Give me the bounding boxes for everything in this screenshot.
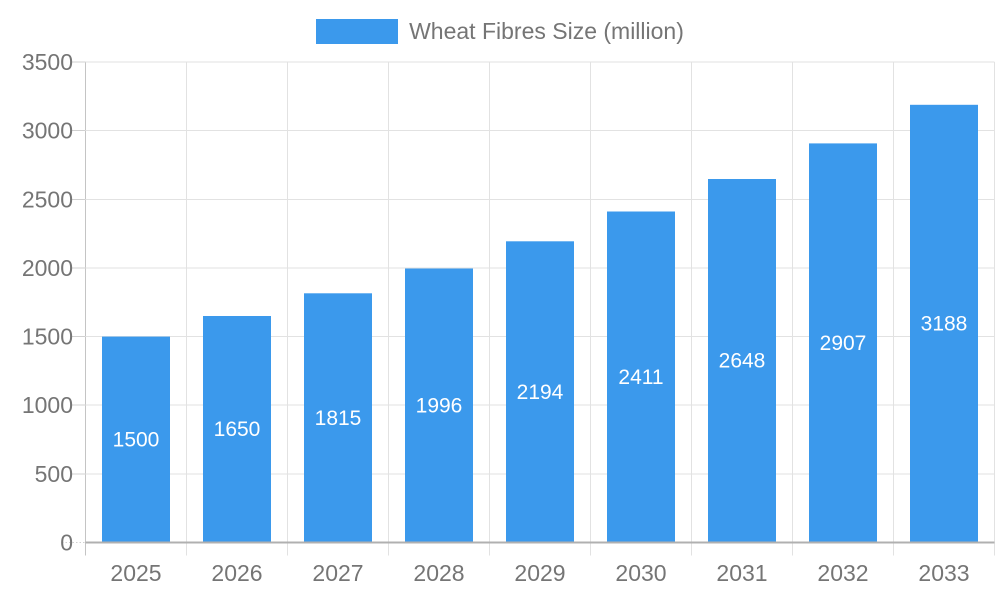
bar-value-label: 2194 [517, 381, 564, 404]
x-tick-label: 2026 [211, 560, 262, 586]
bar-value-label: 1650 [214, 418, 261, 441]
bar-value-label: 1500 [113, 429, 160, 452]
bar-2025 [102, 336, 170, 543]
y-tick-label: 1500 [22, 324, 73, 350]
bar-value-label: 1815 [315, 407, 362, 430]
bar-2033 [910, 104, 978, 543]
bar-value-label: 2907 [820, 332, 867, 355]
bar-value-label: 1996 [416, 395, 463, 418]
bar-2026 [203, 316, 271, 543]
legend-label: Wheat Fibres Size (million) [409, 17, 684, 44]
bar-2030 [607, 211, 675, 543]
bar-value-label: 3188 [921, 313, 968, 336]
y-tick-label: 3500 [22, 49, 73, 75]
x-tick-label: 2030 [615, 560, 666, 586]
y-tick-label: 3000 [22, 118, 73, 144]
y-tick-label: 2500 [22, 186, 73, 212]
legend-swatch [316, 18, 399, 44]
bar-2031 [708, 179, 776, 543]
y-tick-label: 0 [60, 530, 73, 556]
x-tick-label: 2029 [514, 560, 565, 586]
bar-2028 [405, 268, 473, 543]
x-tick-label: 2032 [817, 560, 868, 586]
y-tick-label: 2000 [22, 255, 73, 281]
bar-2027 [304, 293, 372, 543]
x-tick-label: 2025 [110, 560, 161, 586]
x-tick-label: 2033 [918, 560, 969, 586]
x-tick-label: 2027 [312, 560, 363, 586]
bar-value-label: 2411 [618, 366, 663, 389]
x-tick-label: 2028 [413, 560, 464, 586]
bar-value-label: 2648 [719, 350, 766, 373]
bar-2029 [506, 241, 574, 543]
bar-2032 [809, 143, 877, 543]
chart-legend: Wheat Fibres Size (million) [0, 17, 1000, 45]
y-tick-label: 500 [35, 461, 73, 487]
x-tick-label: 2031 [716, 560, 767, 586]
y-tick-label: 1000 [22, 392, 73, 418]
